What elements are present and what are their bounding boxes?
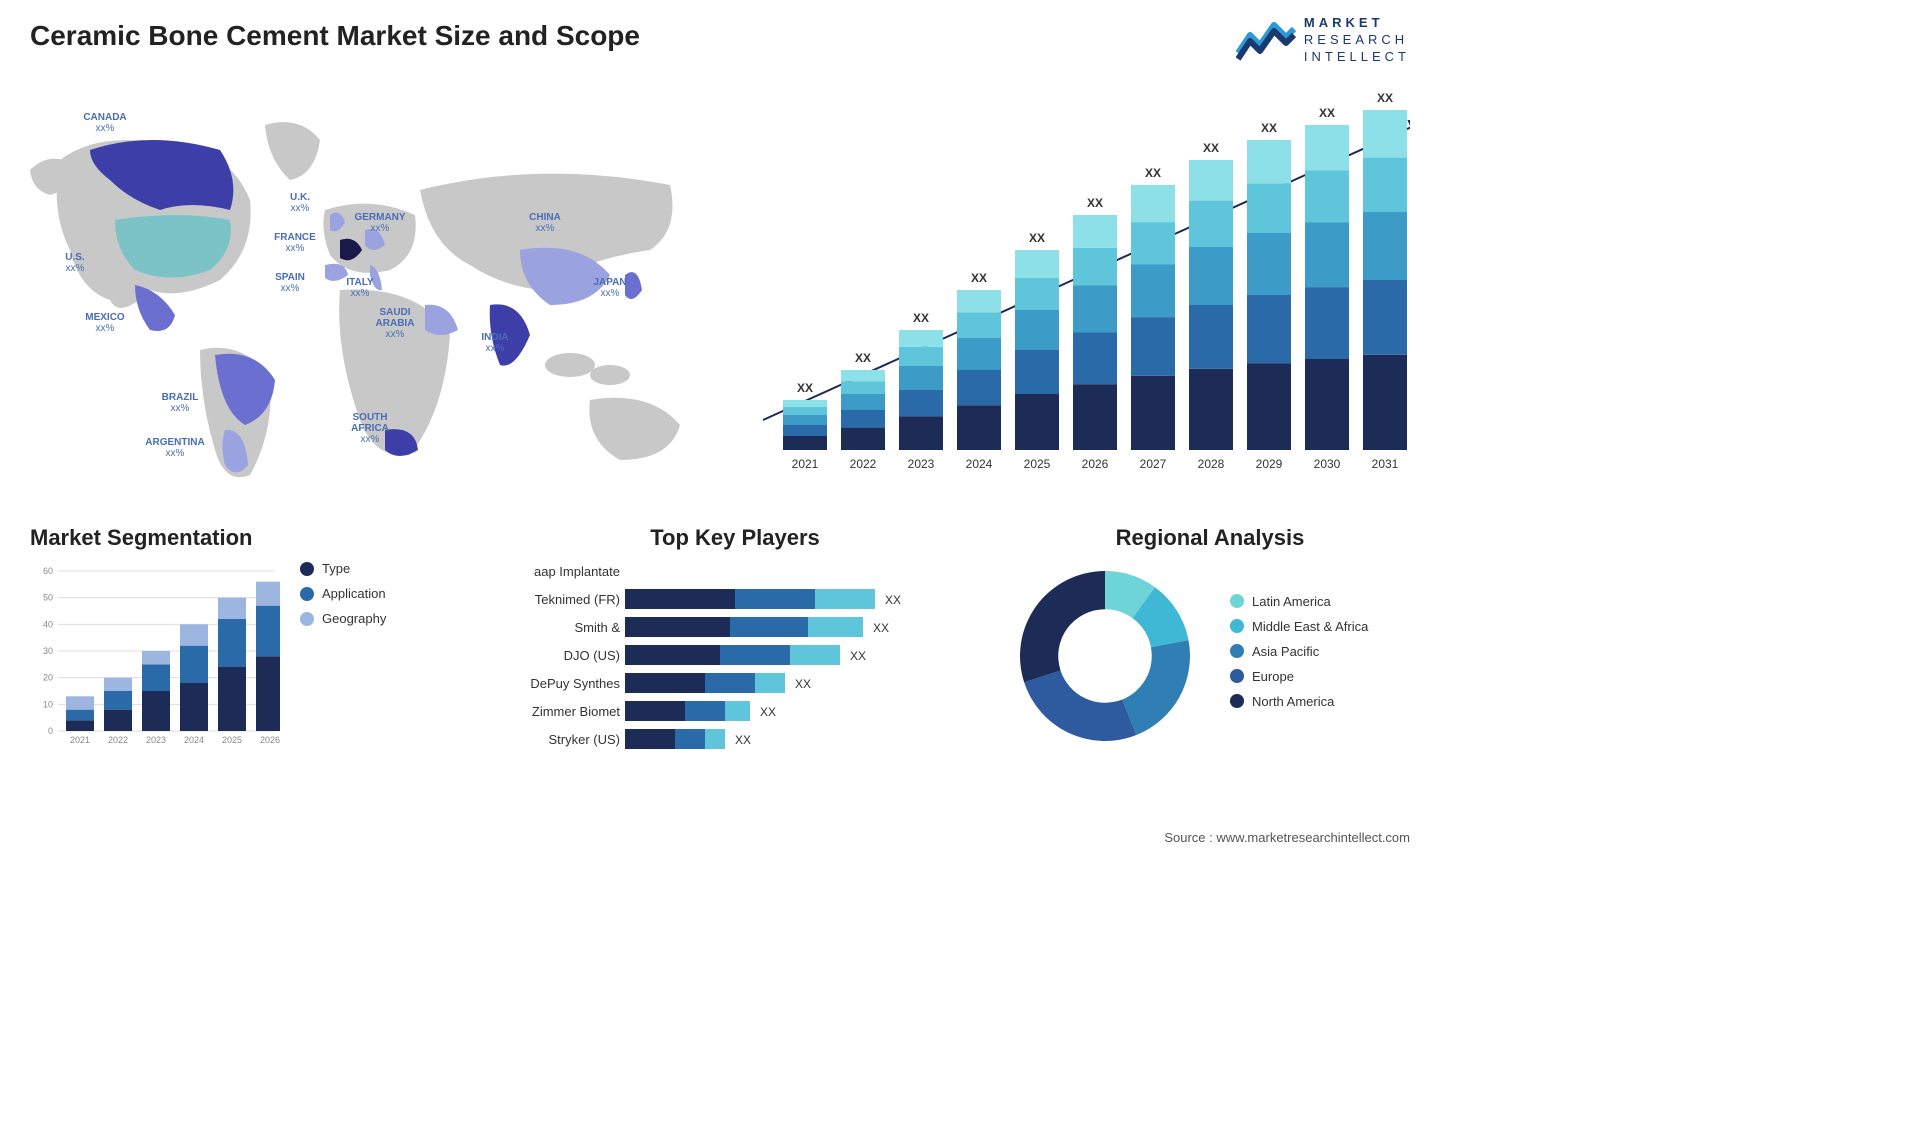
svg-text:2024: 2024: [184, 735, 204, 745]
segmentation-panel: Market Segmentation 0 10 20 30 40 50 60 2021 202…: [30, 525, 450, 765]
page-title: Ceramic Bone Cement Market Size and Scop…: [30, 20, 640, 52]
svg-text:20: 20: [43, 673, 53, 683]
svg-text:Smith &: Smith &: [574, 620, 620, 635]
svg-text:BRAZILxx%: BRAZILxx%: [162, 392, 199, 414]
segmentation-legend: Type Application Geography: [300, 561, 386, 751]
svg-text:2025: 2025: [1024, 457, 1051, 471]
logo-mark-icon: [1236, 15, 1296, 65]
svg-text:0: 0: [48, 726, 53, 736]
svg-text:XX: XX: [1203, 141, 1219, 155]
svg-text:XX: XX: [1319, 106, 1335, 120]
svg-text:2021: 2021: [792, 457, 819, 471]
svg-text:XX: XX: [971, 271, 987, 285]
source-label: Source : www.marketresearchintellect.com: [1164, 830, 1410, 845]
svg-text:XX: XX: [797, 381, 813, 395]
legend-item: Type: [300, 561, 386, 576]
world-map-svg: CANADAxx% U.S.xx% MEXICOxx% BRAZILxx% ARGENT…: [20, 90, 720, 490]
legend-item: Latin America: [1230, 594, 1368, 609]
svg-text:Stryker (US): Stryker (US): [549, 732, 621, 747]
svg-text:Teknimed (FR): Teknimed (FR): [535, 592, 620, 607]
svg-text:60: 60: [43, 566, 53, 576]
svg-text:XX: XX: [1261, 121, 1277, 135]
svg-text:XX: XX: [1377, 91, 1393, 105]
svg-text:2029: 2029: [1256, 457, 1283, 471]
legend-item: Asia Pacific: [1230, 644, 1368, 659]
regional-legend: Latin America Middle East & Africa Asia Pa…: [1230, 594, 1368, 719]
players-title: Top Key Players: [490, 525, 980, 551]
brand-logo: MARKET RESEARCH INTELLECT: [1236, 15, 1410, 66]
svg-text:SPAINxx%: SPAINxx%: [275, 272, 305, 294]
svg-text:XX: XX: [1029, 231, 1045, 245]
svg-text:FRANCExx%: FRANCExx%: [274, 232, 316, 254]
svg-text:2021: 2021: [70, 735, 90, 745]
svg-text:CANADAxx%: CANADAxx%: [83, 112, 126, 134]
svg-text:2024: 2024: [966, 457, 993, 471]
svg-text:XX: XX: [1087, 196, 1103, 210]
svg-text:MEXICOxx%: MEXICOxx%: [85, 312, 125, 334]
svg-text:XX: XX: [760, 705, 776, 719]
legend-item: Middle East & Africa: [1230, 619, 1368, 634]
regional-donut-svg: [1010, 561, 1200, 751]
svg-text:XX: XX: [1145, 166, 1161, 180]
legend-item: Application: [300, 586, 386, 601]
world-map: CANADAxx% U.S.xx% MEXICOxx% BRAZILxx% ARGENT…: [20, 90, 720, 490]
players-panel: Top Key Players aap Implantate Teknimed (…: [490, 525, 980, 765]
svg-text:XX: XX: [885, 593, 901, 607]
svg-text:2028: 2028: [1198, 457, 1225, 471]
svg-text:XX: XX: [913, 311, 929, 325]
svg-text:40: 40: [43, 619, 53, 629]
segmentation-chart-svg: 0 10 20 30 40 50 60 2021 2022 2023 2024 2025 2026: [30, 561, 280, 751]
svg-text:DePuy Synthes: DePuy Synthes: [530, 676, 620, 691]
svg-text:U.S.xx%: U.S.xx%: [65, 252, 85, 274]
market-size-chart: XX 2021 XX 2022 XX 2023 XX 2024 XX 2025 XX 2026 XX 20…: [760, 90, 1410, 480]
svg-text:ARGENTINAxx%: ARGENTINAxx%: [145, 437, 204, 459]
svg-text:XX: XX: [735, 733, 751, 747]
svg-text:2022: 2022: [850, 457, 877, 471]
svg-text:XX: XX: [850, 649, 866, 663]
svg-text:Zimmer Biomet: Zimmer Biomet: [532, 704, 621, 719]
regional-title: Regional Analysis: [1010, 525, 1410, 551]
svg-text:DJO (US): DJO (US): [564, 648, 620, 663]
logo-text: MARKET RESEARCH INTELLECT: [1304, 15, 1410, 66]
svg-text:2026: 2026: [1082, 457, 1109, 471]
regional-panel: Regional Analysis Latin America Middle Ea…: [1010, 525, 1410, 765]
svg-text:XX: XX: [873, 621, 889, 635]
svg-text:30: 30: [43, 646, 53, 656]
legend-item: North America: [1230, 694, 1368, 709]
svg-text:2026: 2026: [260, 735, 280, 745]
svg-text:aap Implantate: aap Implantate: [534, 564, 620, 579]
market-size-chart-svg: XX 2021 XX 2022 XX 2023 XX 2024 XX 2025 XX 2026 XX 20…: [760, 90, 1410, 480]
svg-text:50: 50: [43, 593, 53, 603]
svg-text:2022: 2022: [108, 735, 128, 745]
svg-text:2030: 2030: [1314, 457, 1341, 471]
legend-item: Geography: [300, 611, 386, 626]
svg-text:2025: 2025: [222, 735, 242, 745]
svg-text:10: 10: [43, 699, 53, 709]
players-chart-svg: aap Implantate Teknimed (FR) XX Smith & XX DJ…: [490, 561, 980, 761]
svg-text:XX: XX: [795, 677, 811, 691]
segmentation-title: Market Segmentation: [30, 525, 450, 551]
svg-text:U.K.xx%: U.K.xx%: [290, 192, 310, 214]
svg-text:2023: 2023: [908, 457, 935, 471]
legend-item: Europe: [1230, 669, 1368, 684]
svg-text:2031: 2031: [1372, 457, 1399, 471]
svg-text:2023: 2023: [146, 735, 166, 745]
svg-text:2027: 2027: [1140, 457, 1167, 471]
svg-text:XX: XX: [855, 351, 871, 365]
